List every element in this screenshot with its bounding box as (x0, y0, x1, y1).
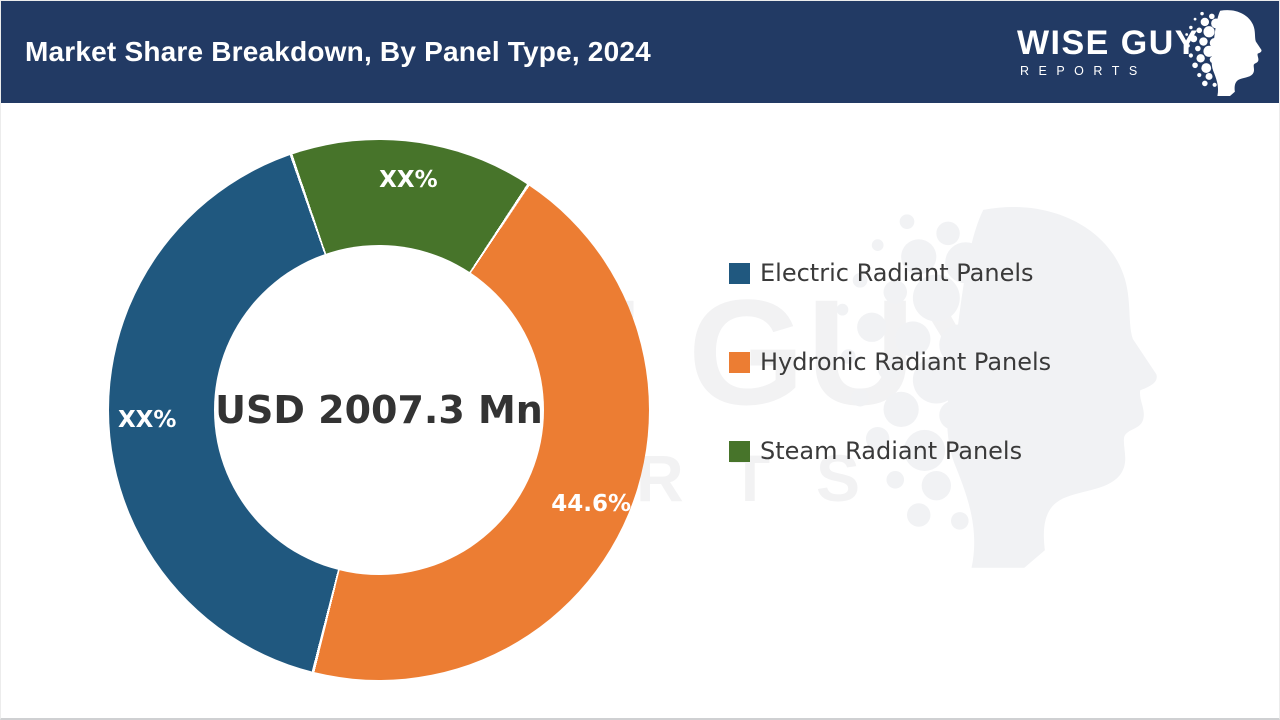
legend-swatch (729, 351, 750, 373)
legend-swatch (729, 440, 750, 462)
legend-swatch (729, 262, 750, 284)
logo-text: WISE GUY REPORTS (1017, 26, 1199, 78)
legend-item: Hydronic Radiant Panels (729, 347, 1051, 377)
legend-item: Electric Radiant Panels (729, 258, 1034, 288)
legend-label: Electric Radiant Panels (760, 259, 1034, 287)
page-title: Market Share Breakdown, By Panel Type, 2… (25, 36, 651, 67)
logo-wordmark: WISE GUY (1016, 24, 1199, 62)
slice-label: XX% (379, 166, 438, 193)
donut-hole (214, 245, 544, 575)
wiseguy-logo: WISE GUY REPORTS (1017, 8, 1265, 96)
donut-chart: USD 2007.3 Mn XX% 44.6% XX% (99, 130, 659, 690)
slice-label: XX% (117, 406, 177, 433)
legend-label: Hydronic Radiant Panels (760, 348, 1052, 376)
wiseguy-face-icon (1185, 10, 1262, 96)
watermark-face-icon (836, 206, 1157, 568)
donut-center-value: USD 2007.3 Mn (215, 388, 543, 432)
legend-label: Steam Radiant Panels (760, 437, 1023, 465)
legend-item: Steam Radiant Panels (729, 436, 1022, 466)
slice-label: 44.6% (551, 490, 632, 517)
logo-subtext: REPORTS (1019, 64, 1147, 78)
header: Market Share Breakdown, By Panel Type, 2… (1, 1, 1279, 103)
